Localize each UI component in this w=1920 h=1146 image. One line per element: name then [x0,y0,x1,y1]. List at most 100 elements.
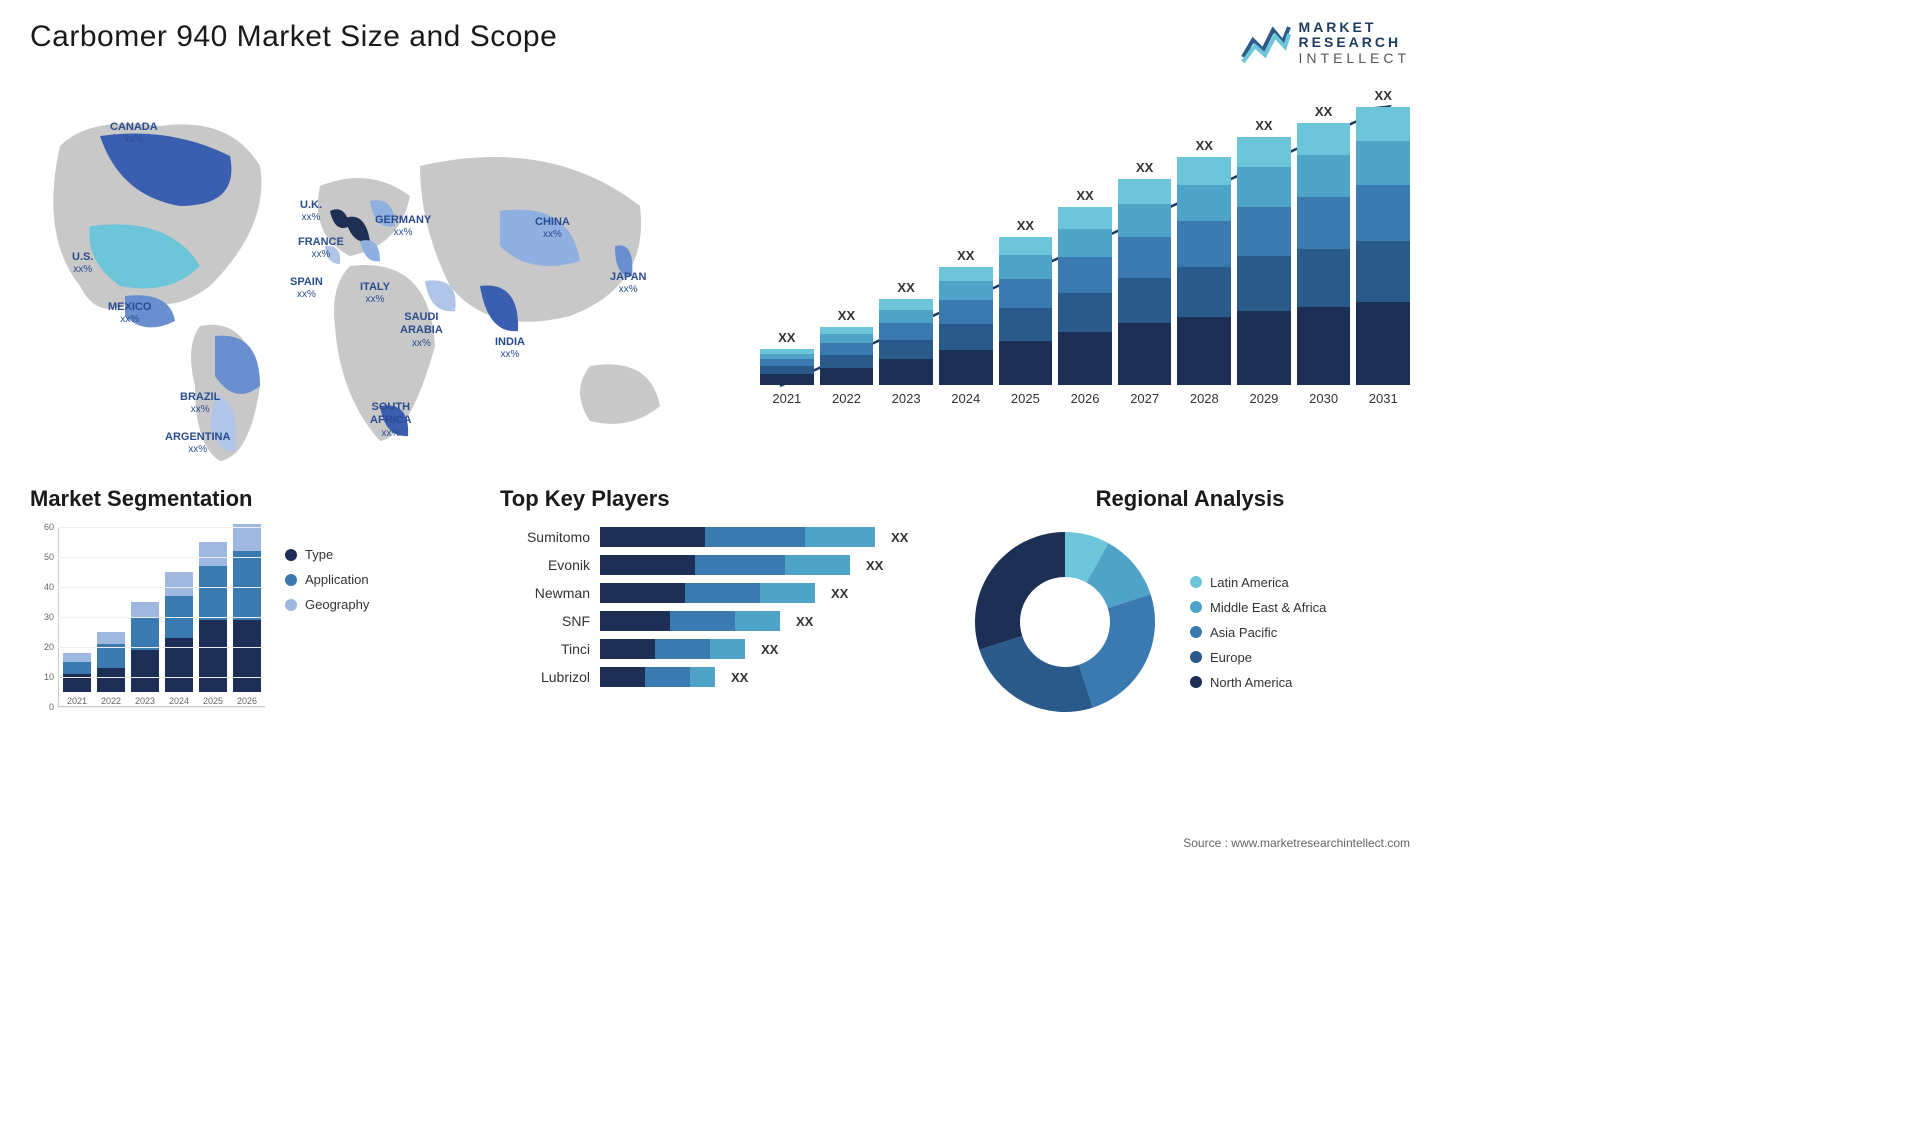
player-bar [600,527,875,547]
growth-year-label: 2030 [1309,391,1338,406]
seg-bar-segment [233,551,261,620]
player-bar-segment [710,639,745,659]
segmentation-legend: Type Application Geography [285,527,369,727]
brand-logo: MARKET RESEARCH INTELLECT [1241,20,1410,66]
growth-value-label: XX [1076,188,1093,203]
segmentation-title: Market Segmentation [30,486,470,512]
growth-bar-segment [879,310,933,324]
player-bar [600,555,850,575]
growth-bar-segment [1177,157,1231,184]
map-label-spain: SPAINxx% [290,276,323,301]
player-bar-segment [670,611,735,631]
legend-label: Geography [305,597,369,612]
regional-title: Regional Analysis [970,486,1410,512]
seg-bar-segment [63,662,91,674]
player-bar-segment [705,527,805,547]
seg-bar-segment [131,617,159,650]
seg-bar-segment [233,524,261,551]
player-bar-segment [600,583,685,603]
map-label-us: U.S.xx% [72,251,93,276]
regional-panel: Regional Analysis Latin America Middle Ea… [970,486,1410,727]
growth-year-label: 2026 [1071,391,1100,406]
growth-bar-segment [820,334,874,343]
growth-bar-segment [1237,256,1291,311]
map-label-france: FRANCExx% [298,236,344,261]
donut-segment-northamerica [975,532,1065,650]
growth-bar-segment [1356,107,1410,140]
map-label-southafrica: SOUTHAFRICAxx% [370,401,412,439]
seg-year-label: 2024 [169,696,189,706]
growth-value-label: XX [838,308,855,323]
map-label-japan: JAPANxx% [610,271,646,296]
growth-bar-segment [1118,237,1172,278]
player-bar-segment [685,583,760,603]
player-row-tinci: Tinci XX [500,639,940,659]
growth-bar-2021: XX2021 [760,330,814,406]
growth-value-label: XX [1017,218,1034,233]
seg-bar-segment [199,620,227,692]
player-name: Newman [500,585,590,601]
logo-line3: INTELLECT [1299,51,1410,66]
growth-bar-2026: XX 2026 [1058,188,1112,406]
growth-bar-segment [1356,185,1410,241]
player-bar-segment [600,527,705,547]
seg-ytick: 60 [30,522,54,532]
player-bar [600,583,815,603]
world-map-panel: CANADAxx%U.S.xx%MEXICOxx%BRAZILxx%ARGENT… [30,86,700,466]
growth-bar-segment [1297,155,1351,197]
seg-bar-segment [199,566,227,620]
player-bar-segment [785,555,850,575]
players-title: Top Key Players [500,486,940,512]
regional-legend-item: North America [1190,675,1326,690]
growth-year-label: 2029 [1249,391,1278,406]
player-bar [600,639,745,659]
seg-bar-segment [199,542,227,566]
growth-bar-2030: XX2030 [1297,104,1351,406]
player-name: Sumitomo [500,529,590,545]
seg-bar-segment [233,620,261,692]
growth-value-label: XX [1255,118,1272,133]
player-name: Tinci [500,641,590,657]
player-row-snf: SNFXX [500,611,940,631]
seg-year-label: 2021 [67,696,87,706]
legend-swatch [1190,626,1202,638]
growth-bar-segment [1356,302,1410,385]
growth-bar-segment [820,327,874,334]
legend-label: Europe [1210,650,1252,665]
player-bar [600,611,780,631]
seg-bar-segment [165,638,193,692]
player-bar-segment [600,611,670,631]
player-bar-segment [805,527,875,547]
donut-segment-europe [979,636,1092,712]
seg-year-label: 2025 [203,696,223,706]
player-value: XX [831,586,848,601]
growth-bar-2022: XX2022 [820,308,874,406]
growth-bar-segment [1118,278,1172,323]
player-value: XX [761,642,778,657]
seg-year-label: 2026 [237,696,257,706]
legend-swatch [1190,676,1202,688]
page-title: Carbomer 940 Market Size and Scope [30,20,557,54]
growth-bar-segment [1177,221,1231,267]
player-bar-segment [695,555,785,575]
map-label-italy: ITALYxx% [360,281,390,306]
legend-label: Latin America [1210,575,1289,590]
growth-bar-segment [1058,332,1112,385]
growth-year-label: 2031 [1369,391,1398,406]
legend-label: Type [305,547,333,562]
growth-bar-segment [879,299,933,309]
seg-bar-segment [97,632,125,644]
seg-bar-segment [131,650,159,692]
growth-bar-segment [760,366,814,374]
players-panel: Top Key Players SumitomoXXEvonikXXNewman… [500,486,940,727]
growth-bar-segment [760,359,814,366]
seg-bar-segment [97,644,125,668]
legend-label: Application [305,572,369,587]
seg-year-label: 2023 [135,696,155,706]
legend-label: Middle East & Africa [1210,600,1326,615]
growth-bar-segment [1177,185,1231,221]
legend-swatch [285,549,297,561]
seg-legend-item: Geography [285,597,369,612]
growth-year-label: 2024 [951,391,980,406]
segmentation-panel: Market Segmentation 0102030405060 202120… [30,486,470,727]
